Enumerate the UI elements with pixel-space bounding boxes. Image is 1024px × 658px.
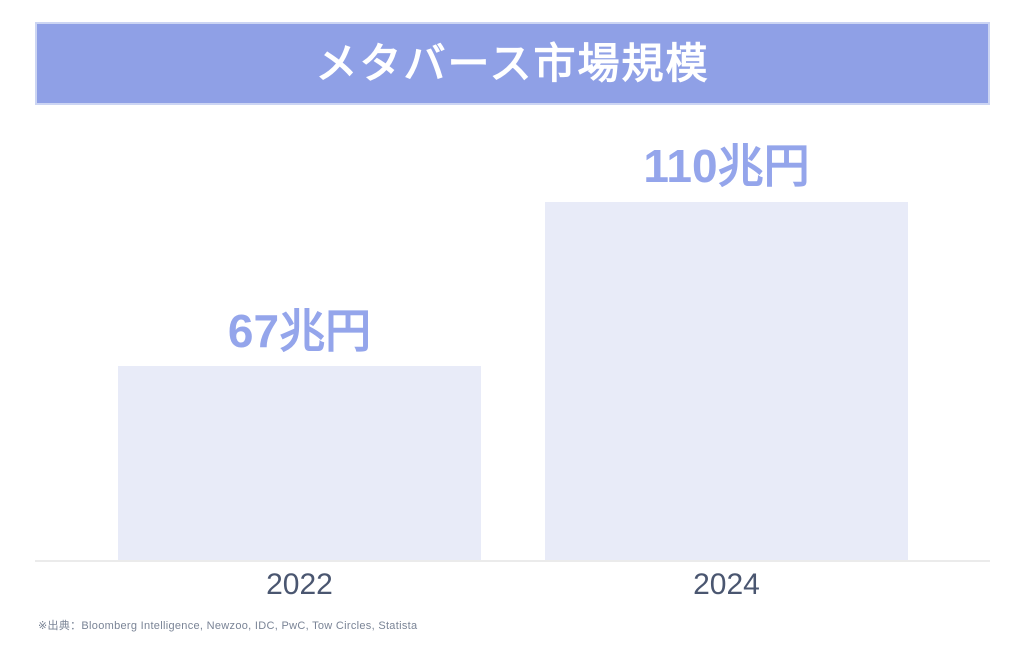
category-label-2024: 2024 [693,568,760,601]
bar-2022 [118,366,481,560]
bar-2024 [545,202,908,560]
chart-title: メタバース市場規模 [315,39,710,87]
x-axis-baseline [35,560,990,562]
chart-title-bar: メタバース市場規模 [35,22,990,105]
source-note: ※出典：Bloomberg Intelligence, Newzoo, IDC,… [38,620,418,632]
value-label-2024: 110兆円 [643,140,810,192]
category-label-2022: 2022 [266,568,333,601]
value-label-2022: 67兆円 [227,305,372,357]
